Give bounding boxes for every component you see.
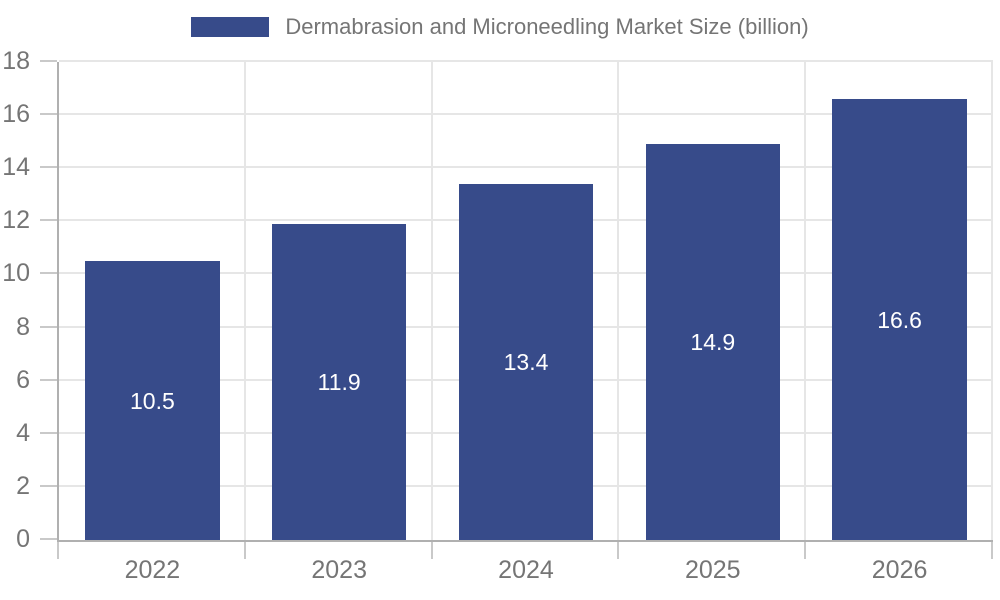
x-axis-tick: [430, 542, 433, 559]
bar-value-label: 13.4: [503, 349, 549, 376]
x-axis-line: [57, 540, 993, 542]
bar: 14.9: [645, 144, 781, 540]
x-tick-label: 2023: [311, 556, 367, 584]
bar: 16.6: [832, 99, 967, 540]
x-tick-label: 2025: [684, 556, 741, 584]
y-axis-line: [57, 62, 59, 540]
gridline-vertical: [430, 62, 433, 540]
x-tick-label: 2024: [498, 556, 554, 584]
bar: 13.4: [458, 184, 594, 540]
x-axis-tick: [804, 542, 807, 559]
gridline-horizontal: [59, 166, 993, 169]
y-axis-tick: [40, 60, 57, 62]
y-tick-label: 0: [16, 525, 30, 553]
gridline-vertical: [243, 62, 246, 540]
bar-value-label: 14.9: [690, 329, 736, 356]
gridline-vertical: [804, 62, 807, 540]
y-tick-label: 16: [2, 100, 30, 129]
gridline-horizontal: [59, 60, 993, 62]
y-tick-label: 18: [2, 47, 30, 75]
legend-label: Dermabrasion and Microneedling Market Si…: [285, 14, 809, 39]
bar-value-label: 16.6: [877, 306, 922, 333]
y-axis-tick: [40, 219, 57, 222]
y-tick-label: 10: [2, 259, 30, 288]
y-tick-label: 12: [2, 206, 30, 235]
bar-value-label: 11.9: [317, 369, 361, 395]
y-axis-tick: [40, 484, 57, 487]
y-axis-tick: [40, 325, 57, 328]
y-axis-tick: [40, 272, 57, 275]
plot-area: 0 2 4 6 8 10 12 14 16 18 10.5 2022 11.9 2023 13.4 2024 1…: [2, 49, 993, 583]
y-tick-label: 4: [16, 418, 30, 447]
x-axis-tick: [57, 542, 59, 559]
gridline-vertical: [991, 62, 993, 540]
x-tick-label: 2022: [124, 556, 181, 584]
y-axis-tick: [40, 431, 57, 434]
y-tick-label: 2: [16, 471, 30, 500]
y-axis-tick: [40, 113, 57, 116]
y-axis-tick: [40, 538, 57, 540]
chart-legend: Dermabrasion and Microneedling Market Si…: [0, 14, 1000, 40]
y-tick-label: 8: [16, 312, 30, 341]
gridline-vertical: [617, 62, 620, 540]
y-axis-tick: [40, 378, 57, 381]
bar: 10.5: [85, 261, 220, 540]
legend-swatch: [191, 17, 270, 37]
y-tick-label: 6: [16, 365, 30, 394]
bar: 11.9: [271, 224, 407, 540]
y-tick-label: 14: [2, 153, 30, 182]
x-axis-tick: [991, 542, 993, 559]
x-tick-label: 2026: [871, 556, 928, 584]
x-axis-tick: [243, 542, 246, 559]
gridline-horizontal: [59, 113, 993, 116]
bar-value-label: 10.5: [130, 387, 175, 414]
y-axis-tick: [40, 166, 57, 169]
x-axis-tick: [617, 542, 620, 559]
